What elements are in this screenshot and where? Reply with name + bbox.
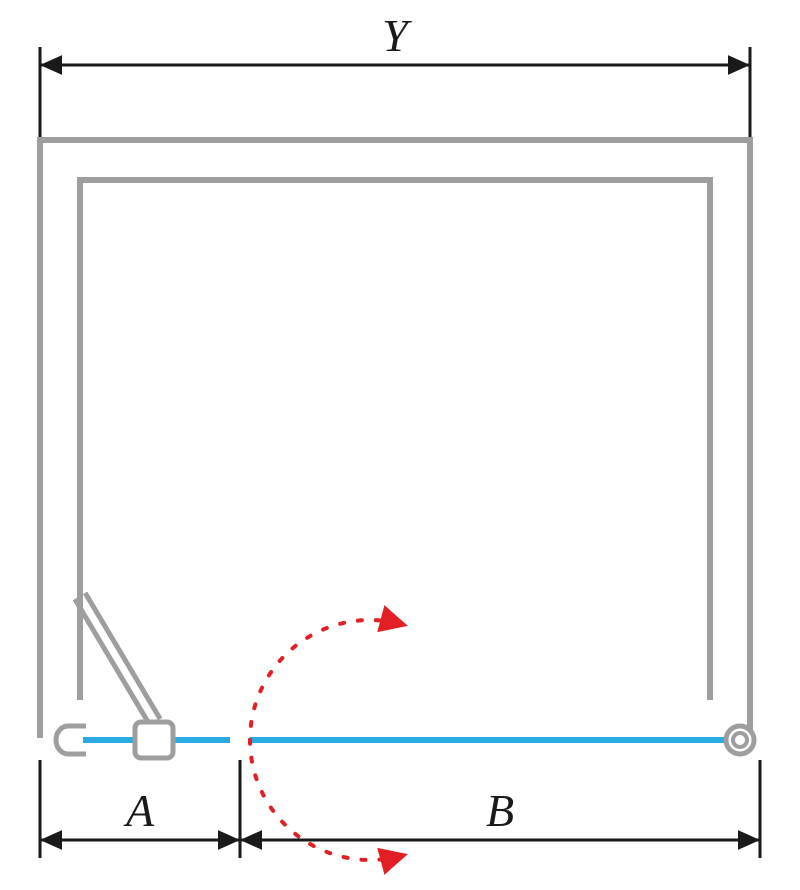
label-a: A bbox=[123, 785, 155, 836]
label-b: B bbox=[486, 785, 514, 836]
dimension-y: Y bbox=[40, 10, 750, 140]
label-y: Y bbox=[382, 10, 412, 61]
enclosure-frame bbox=[40, 140, 750, 738]
hinge-inner bbox=[733, 733, 747, 747]
end-cap bbox=[56, 726, 86, 754]
brace bbox=[75, 593, 160, 725]
slider-block bbox=[135, 722, 173, 758]
dimensions-bottom: AB bbox=[40, 760, 760, 858]
